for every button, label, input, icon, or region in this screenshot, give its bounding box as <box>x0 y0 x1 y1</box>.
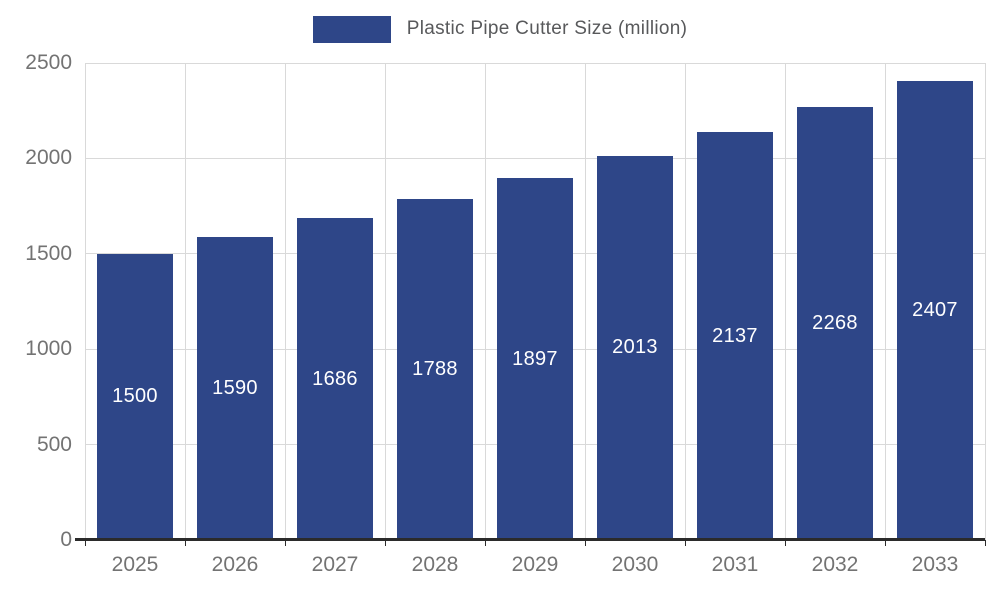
bar-value-label: 2268 <box>812 312 858 335</box>
bar-value-label: 1686 <box>312 367 358 390</box>
bar-value-label: 2137 <box>712 324 758 347</box>
bar-value-label: 1897 <box>512 347 558 370</box>
bar-value-label: 1590 <box>212 376 258 399</box>
x-axis-tick <box>184 540 186 546</box>
x-gridline <box>584 63 586 540</box>
x-axis-tick <box>484 540 486 546</box>
y-axis-tick-label: 2500 <box>25 51 72 74</box>
y-axis-tick-label: 1500 <box>25 241 72 265</box>
x-axis-tick-label: 2027 <box>311 553 359 576</box>
x-axis-tick <box>884 540 886 546</box>
y-axis-tick-label: 500 <box>36 432 72 456</box>
bar-2032: 2268 <box>797 107 873 540</box>
x-axis-tick <box>384 540 386 546</box>
x-axis-tick <box>784 540 786 546</box>
x-axis-tick-label: 2026 <box>211 553 259 576</box>
bar-2025: 1500 <box>97 253 173 540</box>
bar-2026: 1590 <box>197 236 273 540</box>
x-axis-tick-label: 2030 <box>611 553 659 576</box>
bar-2027: 1686 <box>297 218 373 540</box>
plot-area: 1500 1590 1686 1788 1897 2013 2137 2268 2407 <box>75 62 986 546</box>
x-axis-tick-label: 2033 <box>911 553 959 576</box>
y-gridline <box>85 157 985 159</box>
x-gridline <box>384 63 386 540</box>
x-axis-tick-label: 2025 <box>111 553 159 576</box>
y-axis-tick-label: 2000 <box>25 146 72 170</box>
y-axis-tick-label: 1000 <box>25 337 72 361</box>
bar-value-label: 1788 <box>412 357 458 380</box>
bar-2028: 1788 <box>397 198 473 540</box>
x-gridline <box>984 63 986 540</box>
x-axis-tick-label: 2029 <box>511 553 559 576</box>
x-axis-line <box>75 538 985 541</box>
y-axis-tick-label: 0 <box>60 528 72 551</box>
bar-2033: 2407 <box>897 80 973 540</box>
legend-swatch <box>312 15 391 43</box>
legend-label: Plastic Pipe Cutter Size (million) <box>406 18 688 39</box>
x-gridline <box>184 63 186 540</box>
x-axis-tick <box>584 540 586 546</box>
x-axis-tick <box>684 540 686 546</box>
bar-value-label: 2407 <box>912 298 958 321</box>
x-gridline <box>784 63 786 540</box>
y-gridline <box>85 62 985 64</box>
bar-2029: 1897 <box>497 178 573 540</box>
x-gridline <box>884 63 886 540</box>
x-axis-tick <box>284 540 286 546</box>
x-gridline <box>284 63 286 540</box>
x-gridline <box>484 63 486 540</box>
chart-legend: Plastic Pipe Cutter Size (million) <box>0 14 1000 44</box>
x-axis-tick-label: 2031 <box>711 553 759 576</box>
x-gridline <box>684 63 686 540</box>
x-axis-tick-label: 2032 <box>811 553 859 576</box>
x-axis-tick <box>984 540 986 546</box>
bar-value-label: 1500 <box>112 385 158 408</box>
bar-2030: 2013 <box>597 155 673 540</box>
bar-2031: 2137 <box>697 132 773 540</box>
x-axis-tick <box>84 540 86 546</box>
x-gridline <box>84 63 86 540</box>
x-axis-tick-label: 2028 <box>411 553 459 576</box>
bar-value-label: 2013 <box>612 336 658 359</box>
